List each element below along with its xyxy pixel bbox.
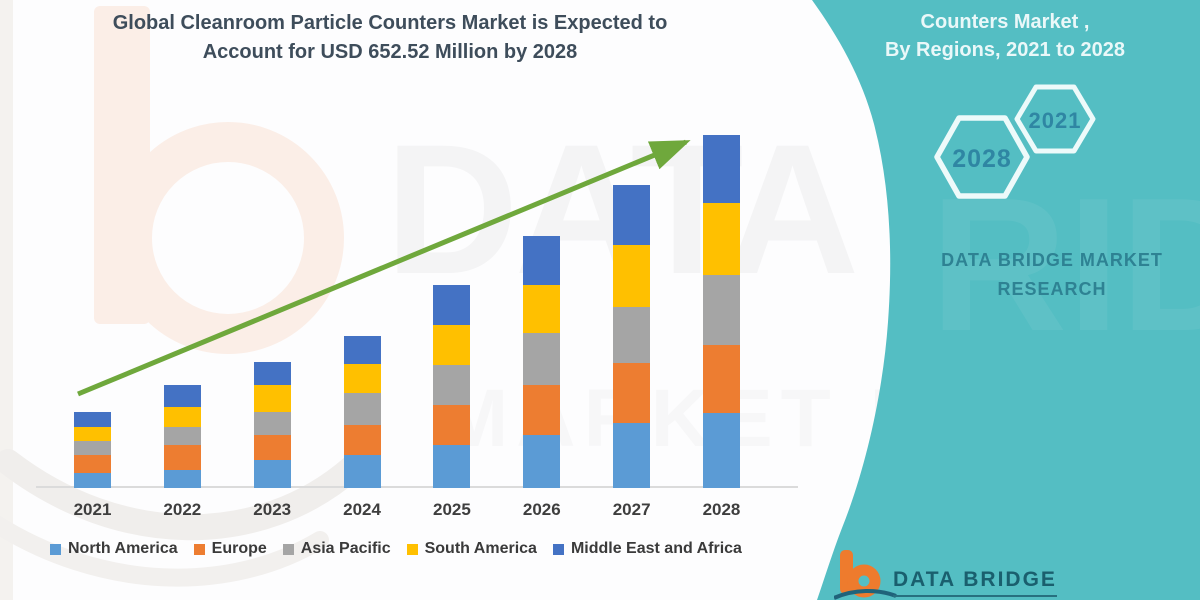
x-axis-line [36,486,798,488]
legend-item-south-america: South America [406,540,537,558]
legend-item-asia-pacific: Asia Pacific [282,540,391,558]
bar-segment-asia-pacific-2026 [523,333,561,386]
bar-segment-asia-pacific-2028 [702,275,740,345]
legend-item-north-america: North America [50,540,178,558]
legend-label: South America [424,540,537,557]
bar-segment-south-america-2026 [523,285,561,334]
brand-name-line2: RESEARCH [997,279,1107,299]
bar-segment-north-america-2027 [613,423,651,488]
databridge-logo-text: DATA BRIDGE [893,568,1057,597]
bar-segment-asia-pacific-2024 [343,393,381,426]
bar-segment-south-america-2022 [163,407,201,428]
bar-segment-north-america-2028 [702,412,740,488]
bar-segment-south-america-2024 [343,363,381,394]
bar-segment-europe-2028 [702,344,740,413]
panel-title: Counters Market , By Regions, 2021 to 20… [855,8,1155,64]
bar-segment-europe-2026 [523,385,561,436]
bar-segment-south-america-2025 [433,324,471,365]
panel-title-line1: Counters Market , [920,11,1090,33]
bar-segment-south-america-2023 [253,384,291,412]
bar-segment-europe-2023 [253,435,291,460]
bar-segment-north-america-2026 [523,435,561,488]
bar-segment-europe-2024 [343,425,381,456]
bar-segment-middle-east-and-africa-2028 [702,135,740,204]
brand-name-line1: DATA BRIDGE MARKET [941,250,1163,270]
bar-segment-north-america-2024 [343,455,381,488]
legend-marker-asia-pacific [282,543,294,555]
chart-title-line2: Account for USD 652.52 Million by 2028 [202,41,578,63]
legend-item-europe: Europe [193,540,267,558]
bar-segment-north-america-2025 [433,444,471,488]
bar-segment-europe-2022 [163,445,201,471]
chart-title-line1: Global Cleanroom Particle Counters Marke… [112,12,668,34]
bar-segment-north-america-2021 [74,472,111,488]
bar-segment-middle-east-and-africa-2027 [613,184,651,245]
bar-segment-middle-east-and-africa-2026 [523,235,561,286]
bar-segment-middle-east-and-africa-2022 [163,385,201,408]
bar-segment-europe-2025 [433,404,471,445]
legend-label: Middle East and Africa [570,540,742,557]
bar-segment-asia-pacific-2021 [74,440,111,456]
legend-label: North America [68,540,178,557]
bar-segment-asia-pacific-2022 [163,427,201,446]
bar-segment-middle-east-and-africa-2021 [74,411,111,427]
panel-title-line2: By Regions, 2021 to 2028 [884,39,1126,61]
legend-label: Europe [211,540,267,557]
bar-segment-south-america-2021 [74,426,111,441]
bar-segment-asia-pacific-2025 [433,364,471,405]
legend-marker-middle-east-and-africa [552,543,564,555]
legend-marker-north-america [50,543,61,555]
bar-segment-asia-pacific-2027 [613,306,651,364]
bar-segment-europe-2021 [74,455,111,473]
bar-segment-asia-pacific-2023 [253,411,291,436]
bar-segment-middle-east-and-africa-2025 [433,284,471,325]
legend-item-middle-east-and-africa: Middle East and Africa [552,540,742,558]
legend-marker-south-america [406,543,418,555]
bar-segment-north-america-2023 [253,459,291,488]
bar-segment-south-america-2028 [702,203,740,276]
chart-legend: North America Europe Asia Pacific South Ame… [50,540,742,558]
brand-name: DATA BRIDGE MARKET RESEARCH [920,246,1184,304]
bar-segment-south-america-2027 [613,244,651,307]
legend-marker-europe [193,543,205,555]
bar-segment-north-america-2022 [163,470,201,488]
bar-segment-europe-2027 [613,363,651,424]
legend-label: Asia Pacific [300,540,391,557]
chart-title: Global Cleanroom Particle Counters Marke… [60,9,720,67]
bar-segment-middle-east-and-africa-2024 [343,335,381,364]
bar-segment-middle-east-and-africa-2023 [253,361,291,385]
